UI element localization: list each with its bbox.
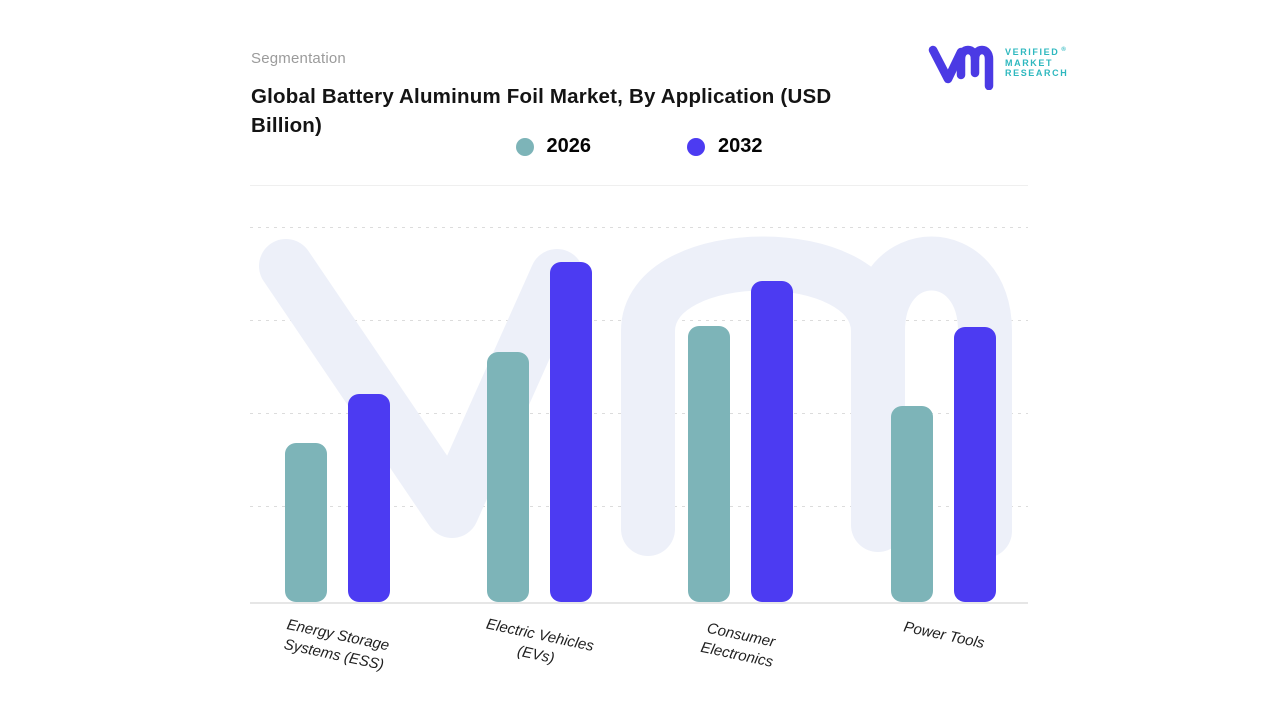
category-label: Energy Storage Systems (ESS) <box>282 616 391 674</box>
legend-swatch-icon <box>687 137 705 156</box>
bar-2032-consumer-electronics <box>751 281 793 602</box>
logo-line-2: MARKET <box>1005 57 1054 68</box>
bar-2032-power-tools <box>954 327 996 602</box>
registered-mark: ® <box>1061 47 1066 53</box>
bar-2026-energy-storage-systems-ess <box>285 443 327 602</box>
chart-title: Global Battery Aluminum Foil Market, By … <box>251 85 832 137</box>
chart-legend: 2026 2032 <box>250 135 1028 158</box>
legend-item-2026: 2026 <box>515 135 592 158</box>
bar-2026-power-tools <box>891 406 933 602</box>
gridline <box>250 227 1028 228</box>
vmr-monogram-icon <box>928 45 994 90</box>
legend-item-2032: 2032 <box>687 135 763 158</box>
vmr-logo: VERIFIED ® MARKET RESEARCH <box>928 36 1078 90</box>
logo-line-1: VERIFIED <box>1005 47 1060 57</box>
vmr-logo-text: VERIFIED ® MARKET RESEARCH <box>1005 45 1068 79</box>
bar-2032-energy-storage-systems-ess <box>348 394 390 602</box>
category-label: Electric Vehicles (EVs) <box>484 615 596 667</box>
category-label: Power Tools <box>902 618 986 653</box>
eyebrow-label: Segmentation <box>251 50 346 67</box>
legend-label: 2032 <box>718 135 763 157</box>
logo-line-3: RESEARCH <box>1005 68 1069 78</box>
bar-2032-electric-vehicles-evs <box>550 262 592 602</box>
legend-label: 2026 <box>546 135 592 157</box>
plot-area: Energy Storage Systems (ESS) Electric Veh… <box>250 185 1028 673</box>
bar-2026-consumer-electronics <box>688 326 730 602</box>
category-label: Consumer Electronics <box>699 619 777 671</box>
legend-swatch-icon <box>515 137 534 156</box>
bar-2026-electric-vehicles-evs <box>487 352 529 602</box>
